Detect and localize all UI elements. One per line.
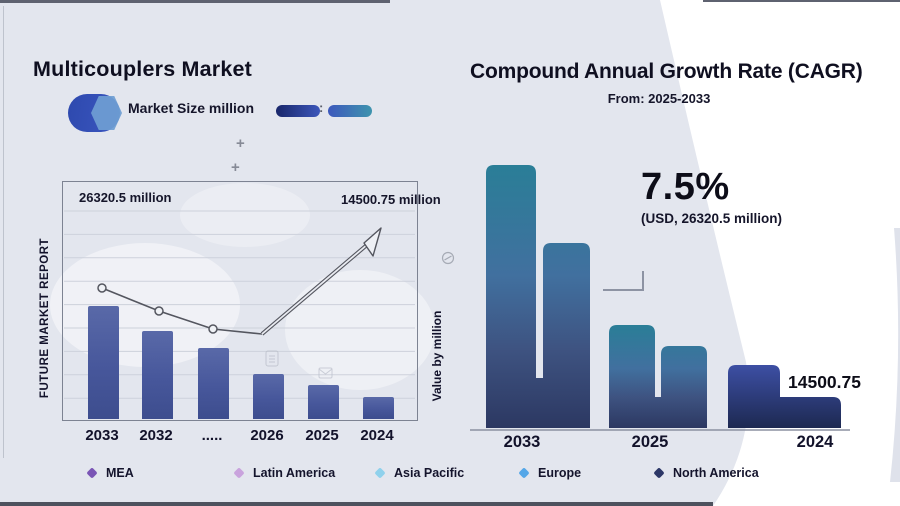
circle-slash-icon	[441, 251, 455, 265]
legend-item: Europe	[518, 466, 582, 480]
legend-label: North America	[673, 466, 759, 480]
bracket-line-horizontal	[603, 289, 643, 291]
bottom-frame-line	[0, 502, 713, 506]
right-panel-title: Compound Annual Growth Rate (CAGR)	[470, 60, 863, 83]
legend-item: MEA	[86, 466, 134, 480]
cagr-bar-group-2033	[486, 165, 590, 428]
market-size-bar	[142, 331, 173, 419]
cagr-chart	[470, 165, 850, 431]
x-axis-label: 2032	[139, 427, 173, 444]
chart-end-value: 14500.75 million	[341, 192, 441, 207]
legend-label: Europe	[538, 466, 582, 480]
market-size-bar	[253, 374, 284, 419]
market-size-bar	[308, 385, 339, 419]
annotation-value: 14500.75	[788, 372, 861, 392]
cagr-bar-group-2024	[728, 365, 841, 428]
legend-dot-icon	[233, 467, 245, 479]
x-axis-label: 2025	[631, 433, 669, 451]
clipboard-icon	[265, 350, 279, 367]
legend-label: MEA	[106, 466, 134, 480]
ratio-separator: :	[319, 100, 324, 115]
chart-start-value: 26320.5 million	[79, 190, 172, 205]
legend-dot-icon	[653, 467, 665, 479]
cagr-note: (USD, 26320.5 million)	[641, 211, 783, 226]
legend-label: Asia Pacific	[394, 466, 465, 480]
market-size-chart: 26320.5 million 14500.75 million	[62, 181, 441, 421]
bars-layer	[63, 182, 416, 419]
trend-arrow-icon	[363, 227, 382, 257]
legend-item: North America	[653, 466, 759, 480]
trend-line-layer	[97, 227, 382, 336]
market-size-bar	[198, 348, 229, 419]
x-axis-label: 2026	[250, 427, 284, 444]
legend-item: Asia Pacific	[374, 466, 465, 480]
legend-item: Latin America	[233, 466, 336, 480]
cagr-value: 7.5%	[641, 166, 730, 208]
left-panel-title: Multicouplers Market	[33, 57, 253, 81]
x-axis-label: 2024	[360, 427, 394, 444]
x-axis-label: 2033	[85, 427, 119, 444]
right-panel-subtitle: From: 2025-2033	[607, 91, 711, 106]
plus-icon: +	[231, 159, 240, 176]
x-axis-label: .....	[201, 427, 223, 444]
legend-label: Latin America	[253, 466, 336, 480]
plus-icon: +	[236, 135, 245, 152]
legend-dot-icon	[518, 467, 530, 479]
x-axis-label: 2025	[305, 427, 339, 444]
top-left-frame-line	[0, 0, 390, 3]
cagr-bar-group-2025	[609, 325, 707, 428]
market-size-bar	[88, 306, 119, 419]
ratio-pill-left-icon	[276, 105, 320, 117]
top-right-frame-line	[703, 0, 900, 2]
watermark-vertical-label: FUTURE MARKET REPORT	[39, 237, 51, 399]
market-size-bar	[363, 397, 394, 419]
envelope-icon	[318, 367, 333, 379]
gridlines-layer	[64, 210, 415, 399]
right-edge-arc-shape	[890, 228, 900, 482]
left-frame-line	[3, 6, 4, 458]
ratio-pill-right-icon	[328, 105, 372, 117]
market-size-label: Market Size million	[128, 100, 255, 116]
value-axis-label: Value by million	[430, 310, 444, 402]
x-axis-label: 2033	[503, 433, 541, 451]
x-axis-label: 2024	[796, 433, 834, 451]
legend-dot-icon	[86, 467, 98, 479]
bracket-line-vertical	[642, 271, 644, 291]
legend-dot-icon	[374, 467, 386, 479]
